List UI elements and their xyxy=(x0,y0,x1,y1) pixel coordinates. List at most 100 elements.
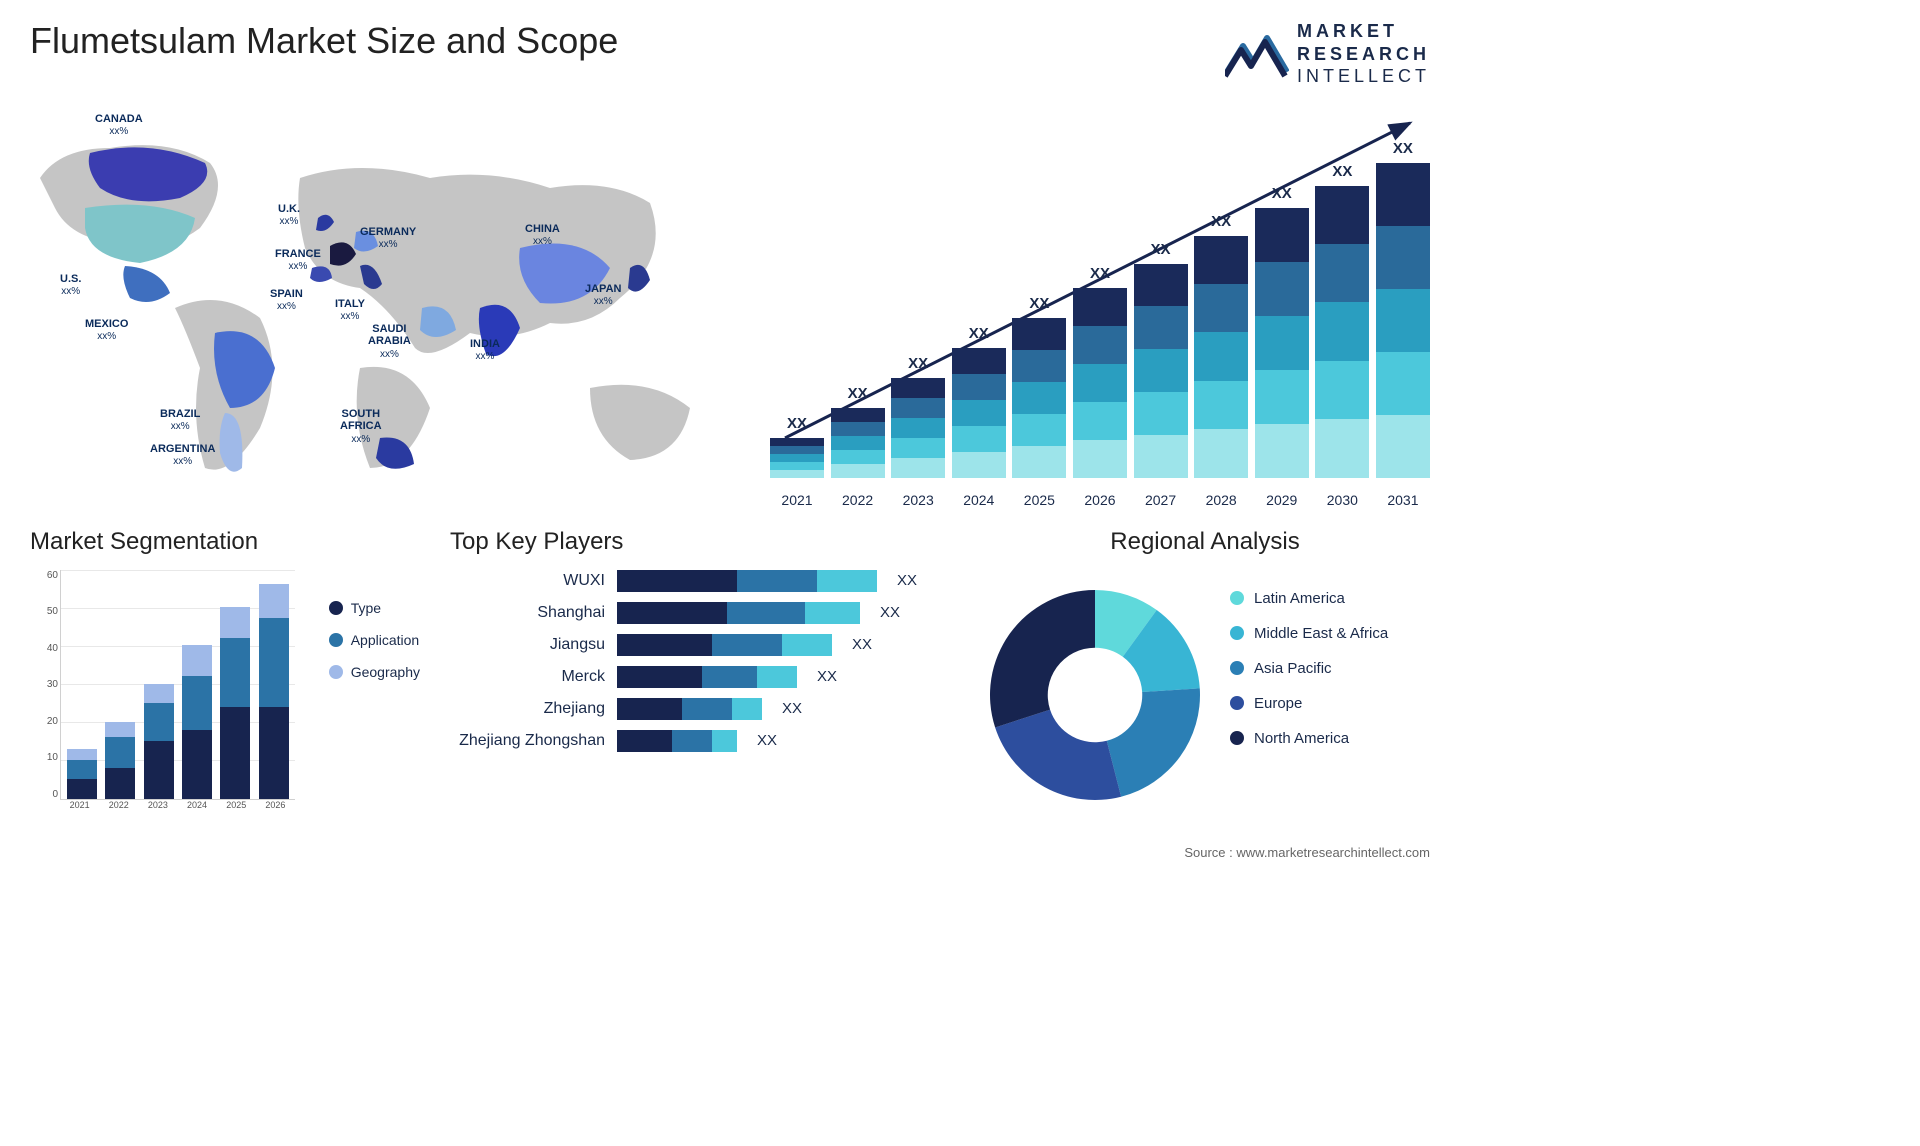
regional-legend-item: Latin America xyxy=(1230,590,1388,607)
brand-logo: MARKET RESEARCH INTELLECT xyxy=(1225,20,1430,88)
map-label-france: FRANCExx% xyxy=(275,248,321,273)
regional-legend-item: Asia Pacific xyxy=(1230,660,1388,677)
logo-line1: MARKET xyxy=(1297,20,1430,43)
player-row: Merck XX xyxy=(450,666,950,688)
map-label-canada: CANADAxx% xyxy=(95,113,143,138)
seg-xtick: 2024 xyxy=(187,800,207,820)
map-label-india: INDIAxx% xyxy=(470,338,500,363)
growth-bar-label: XX xyxy=(787,415,807,432)
legend-dot-icon xyxy=(1230,731,1244,745)
growth-bar-2028: XX xyxy=(1194,213,1248,478)
growth-xaxis-tick: 2023 xyxy=(891,492,945,508)
player-name: Zhejiang xyxy=(450,700,605,718)
seg-legend-item: Geography xyxy=(329,664,420,680)
growth-bar-2023: XX xyxy=(891,355,945,478)
regional-title: Regional Analysis xyxy=(980,528,1430,556)
seg-ytick: 40 xyxy=(30,643,58,654)
map-label-japan: JAPANxx% xyxy=(585,283,621,308)
player-row: WUXI XX xyxy=(450,570,950,592)
growth-bar-2025: XX xyxy=(1012,295,1066,478)
growth-bar-2027: XX xyxy=(1134,241,1188,478)
player-value: XX xyxy=(852,636,872,653)
player-value: XX xyxy=(817,668,837,685)
segmentation-panel: Market Segmentation 0102030405060 202120… xyxy=(30,528,420,838)
growth-bar-2029: XX xyxy=(1255,185,1309,478)
growth-xaxis-tick: 2028 xyxy=(1194,492,1248,508)
growth-bar-2030: XX xyxy=(1315,163,1369,478)
seg-legend-label: Type xyxy=(351,600,381,616)
seg-bar-2025 xyxy=(220,607,250,799)
map-label-uk: U.K.xx% xyxy=(278,203,300,228)
growth-xaxis-tick: 2027 xyxy=(1134,492,1188,508)
growth-bar-label: XX xyxy=(1090,265,1110,282)
legend-dot-icon xyxy=(329,665,343,679)
seg-xtick: 2026 xyxy=(265,800,285,820)
player-bar xyxy=(617,666,797,688)
growth-bar-label: XX xyxy=(1332,163,1352,180)
growth-bar-label: XX xyxy=(848,385,868,402)
seg-ytick: 10 xyxy=(30,752,58,763)
legend-dot-icon xyxy=(329,601,343,615)
seg-bar-2021 xyxy=(67,749,97,799)
logo-line3: INTELLECT xyxy=(1297,65,1430,88)
growth-xaxis-tick: 2025 xyxy=(1012,492,1066,508)
donut-slice-asia-pacific xyxy=(1107,688,1200,796)
seg-ytick: 50 xyxy=(30,606,58,617)
regional-legend-item: Europe xyxy=(1230,695,1388,712)
player-bar xyxy=(617,634,832,656)
growth-bar-2022: XX xyxy=(831,385,885,478)
player-bar xyxy=(617,602,860,624)
player-row: Zhejiang Zhongshan XX xyxy=(450,730,950,752)
growth-bar-label: XX xyxy=(969,325,989,342)
seg-xtick: 2023 xyxy=(148,800,168,820)
regional-donut-chart xyxy=(980,580,1210,810)
legend-dot-icon xyxy=(1230,591,1244,605)
players-title: Top Key Players xyxy=(450,528,950,556)
regional-legend-label: Latin America xyxy=(1254,590,1345,607)
growth-bar-label: XX xyxy=(1029,295,1049,312)
growth-bar-2021: XX xyxy=(770,415,824,478)
seg-xtick: 2022 xyxy=(109,800,129,820)
map-label-saudiarabia: SAUDIARABIAxx% xyxy=(368,323,411,361)
map-label-italy: ITALYxx% xyxy=(335,298,365,323)
seg-legend-item: Type xyxy=(329,600,420,616)
growth-bar-label: XX xyxy=(1151,241,1171,258)
map-label-brazil: BRAZILxx% xyxy=(160,408,200,433)
growth-xaxis-tick: 2021 xyxy=(770,492,824,508)
map-label-china: CHINAxx% xyxy=(525,223,560,248)
player-name: Jiangsu xyxy=(450,636,605,654)
player-bar xyxy=(617,730,737,752)
player-name: Shanghai xyxy=(450,604,605,622)
seg-legend-label: Application xyxy=(351,632,420,648)
player-value: XX xyxy=(757,732,777,749)
player-name: WUXI xyxy=(450,572,605,590)
player-name: Merck xyxy=(450,668,605,686)
seg-xtick: 2021 xyxy=(70,800,90,820)
player-row: Shanghai XX xyxy=(450,602,950,624)
donut-slice-north-america xyxy=(990,590,1095,727)
legend-dot-icon xyxy=(1230,661,1244,675)
source-text: Source : www.marketresearchintellect.com xyxy=(1184,845,1430,860)
map-label-argentina: ARGENTINAxx% xyxy=(150,443,215,468)
regional-legend-item: Middle East & Africa xyxy=(1230,625,1388,642)
map-label-mexico: MEXICOxx% xyxy=(85,318,128,343)
growth-xaxis-tick: 2030 xyxy=(1315,492,1369,508)
seg-xtick: 2025 xyxy=(226,800,246,820)
growth-xaxis-tick: 2029 xyxy=(1255,492,1309,508)
growth-bar-label: XX xyxy=(1393,140,1413,157)
growth-bar-2026: XX xyxy=(1073,265,1127,478)
legend-dot-icon xyxy=(1230,696,1244,710)
player-value: XX xyxy=(880,604,900,621)
legend-dot-icon xyxy=(1230,626,1244,640)
seg-ytick: 20 xyxy=(30,716,58,727)
map-label-southafrica: SOUTHAFRICAxx% xyxy=(340,408,382,446)
growth-bar-label: XX xyxy=(1272,185,1292,202)
regional-legend-item: North America xyxy=(1230,730,1388,747)
seg-legend-label: Geography xyxy=(351,664,420,680)
world-map-panel: CANADAxx%U.S.xx%MEXICOxx%BRAZILxx%ARGENT… xyxy=(30,108,730,508)
growth-xaxis-tick: 2022 xyxy=(831,492,885,508)
growth-xaxis-tick: 2031 xyxy=(1376,492,1430,508)
regional-legend-label: Middle East & Africa xyxy=(1254,625,1388,642)
growth-bar-2024: XX xyxy=(952,325,1006,478)
donut-slice-europe xyxy=(995,709,1121,799)
